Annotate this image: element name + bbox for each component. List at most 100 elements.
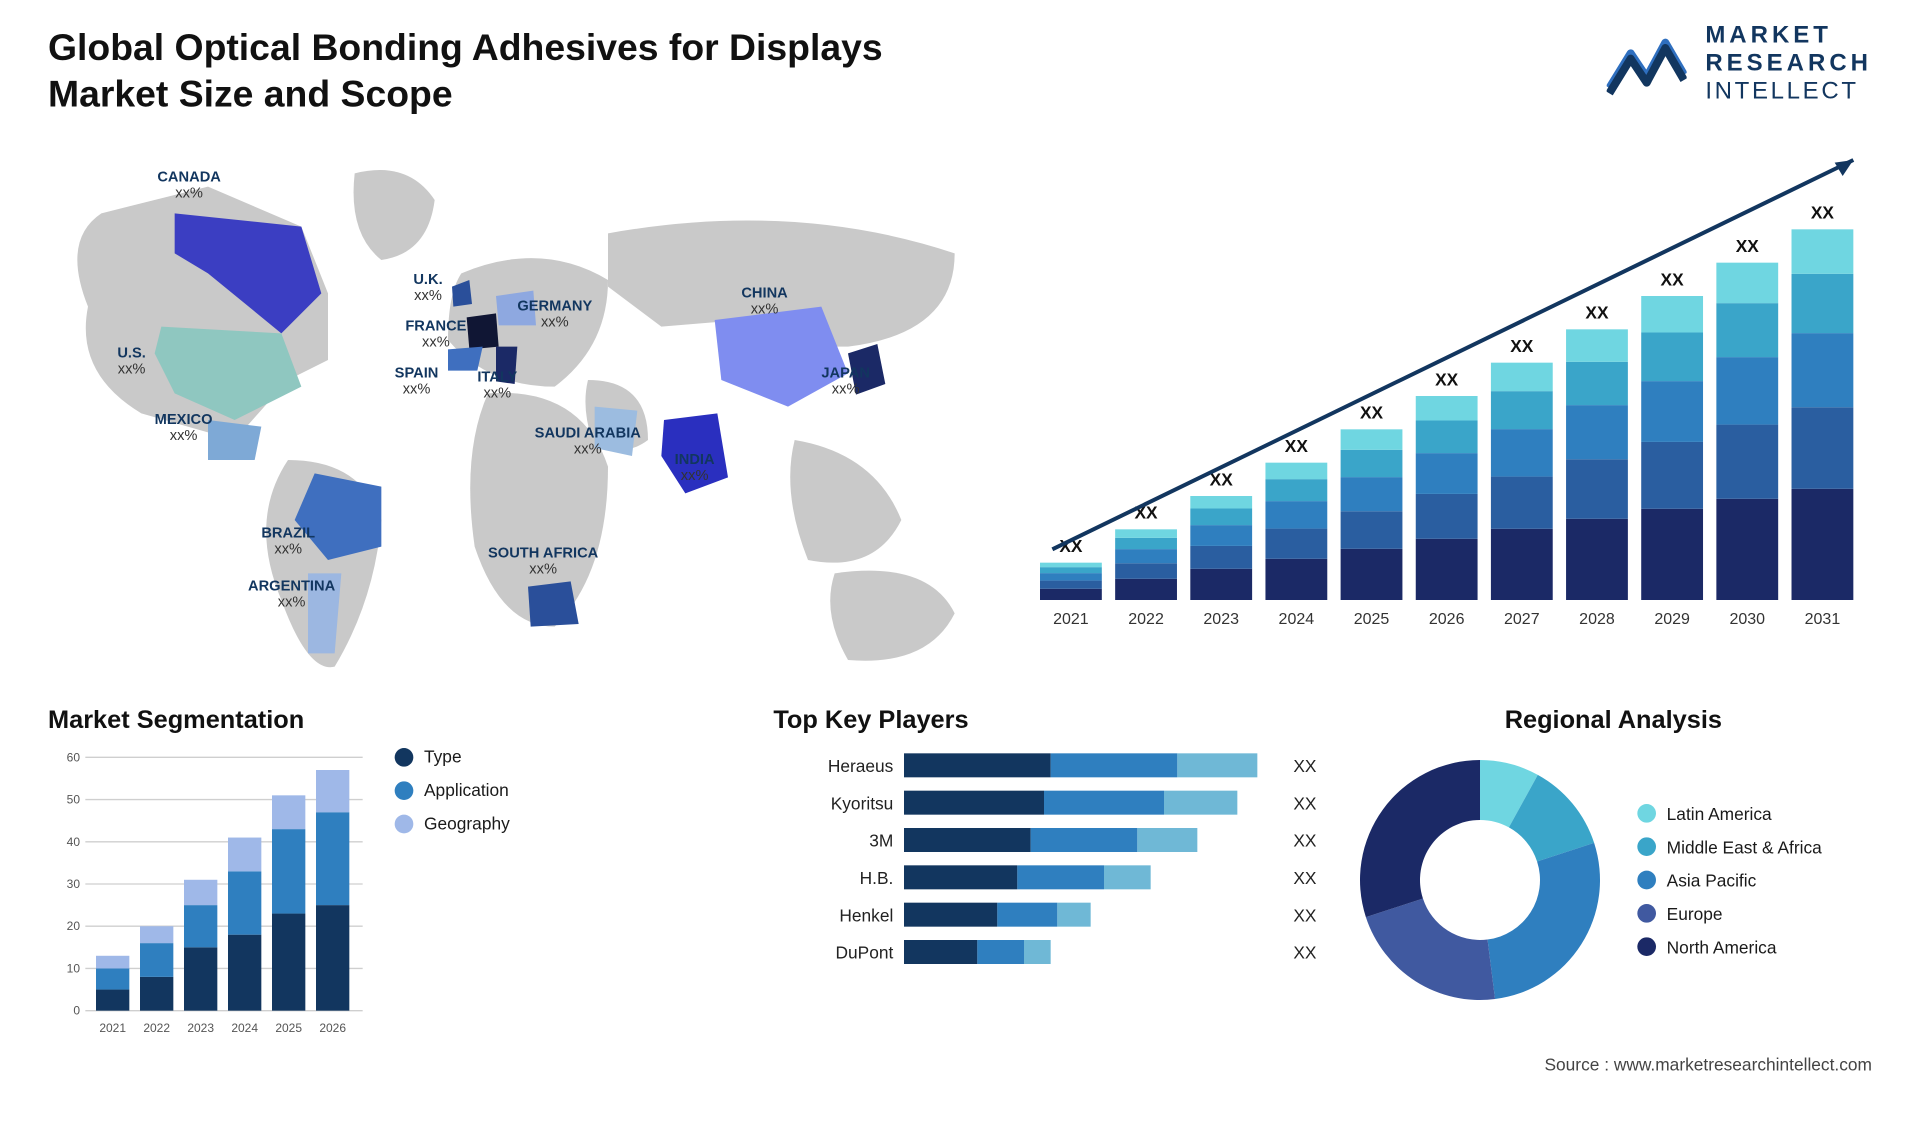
player-bar-segment (1017, 865, 1104, 889)
player-bar-segment (1164, 791, 1237, 815)
player-bar-segment (1104, 865, 1151, 889)
legend-label: Geography (424, 813, 510, 833)
map-label-china: CHINAxx% (741, 287, 787, 318)
svg-text:XX: XX (1811, 203, 1835, 223)
svg-text:XX: XX (1435, 369, 1459, 389)
svg-text:2022: 2022 (143, 1021, 170, 1035)
player-name: 3M (773, 830, 893, 850)
legend-label: Middle East & Africa (1667, 837, 1822, 857)
player-bar-segment (1044, 791, 1164, 815)
segmentation-title: Market Segmentation (48, 707, 621, 736)
player-bar-segment (904, 828, 1031, 852)
map-label-saudi-arabia: SAUDI ARABIAxx% (535, 427, 641, 458)
svg-text:XX: XX (1360, 403, 1384, 423)
segmentation-chart: 0102030405060202120222023202420252026 (48, 747, 368, 1040)
svg-text:XX: XX (1510, 336, 1534, 356)
svg-text:XX: XX (1661, 269, 1685, 289)
regional-legend-item: Asia Pacific (1637, 870, 1821, 890)
player-bar (904, 903, 1091, 927)
svg-text:60: 60 (67, 750, 81, 764)
svg-text:2031: 2031 (1805, 611, 1841, 628)
regional-legend-item: Europe (1637, 903, 1821, 923)
player-value: XX (1293, 867, 1333, 887)
legend-swatch (1637, 804, 1656, 823)
map-label-italy: ITALYxx% (477, 371, 517, 402)
svg-text:XX: XX (1585, 303, 1609, 323)
player-value: XX (1293, 942, 1333, 962)
player-bar (904, 828, 1197, 852)
svg-text:2023: 2023 (1203, 611, 1239, 628)
segmentation-section: Market Segmentation 01020304050602021202… (48, 707, 621, 1067)
player-bar-segment (1177, 753, 1257, 777)
player-bar-segment (1024, 940, 1051, 964)
player-row: Kyoritsu XX (773, 784, 1333, 821)
legend-swatch (1637, 937, 1656, 956)
svg-text:2024: 2024 (1279, 611, 1315, 628)
svg-text:2027: 2027 (1504, 611, 1540, 628)
legend-swatch (395, 781, 414, 800)
regional-legend-item: Middle East & Africa (1637, 837, 1821, 857)
svg-text:2024: 2024 (231, 1021, 258, 1035)
world-map: CANADAxx%U.S.xx%MEXICOxx%BRAZILxx%ARGENT… (48, 147, 981, 687)
svg-text:2025: 2025 (275, 1021, 302, 1035)
player-row: Heraeus XX (773, 747, 1333, 784)
segmentation-legend-item: Application (395, 780, 510, 800)
player-name: Kyoritsu (773, 793, 893, 813)
map-label-south-africa: SOUTH AFRICAxx% (488, 547, 598, 578)
source-caption: Source : www.marketresearchintellect.com (1544, 1055, 1872, 1075)
player-row: DuPont XX (773, 933, 1333, 970)
player-bar-segment (904, 903, 997, 927)
regional-donut-chart (1347, 747, 1614, 1014)
player-bar-segment (904, 791, 1044, 815)
svg-text:20: 20 (67, 919, 81, 933)
svg-text:30: 30 (67, 877, 81, 891)
regional-title: Regional Analysis (1347, 707, 1880, 736)
player-name: H.B. (773, 867, 893, 887)
player-value: XX (1293, 793, 1333, 813)
player-name: DuPont (773, 942, 893, 962)
segmentation-legend: TypeApplicationGeography (395, 747, 510, 834)
map-label-brazil: BRAZILxx% (261, 527, 315, 558)
logo-line2: RESEARCH (1705, 49, 1872, 77)
player-row: HenkelXX (773, 896, 1333, 933)
player-bar-segment (1031, 828, 1138, 852)
svg-text:2026: 2026 (319, 1021, 346, 1035)
regional-legend-item: North America (1637, 937, 1821, 957)
player-value: XX (1293, 755, 1333, 775)
page-title: Global Optical Bonding Adhesives for Dis… (48, 24, 981, 117)
svg-text:2030: 2030 (1729, 611, 1765, 628)
svg-text:50: 50 (67, 793, 81, 807)
svg-text:2029: 2029 (1654, 611, 1690, 628)
map-label-japan: JAPANxx% (821, 367, 870, 398)
svg-text:2025: 2025 (1354, 611, 1390, 628)
legend-label: North America (1667, 937, 1777, 957)
logo-icon (1607, 26, 1687, 101)
player-bar-segment (1137, 828, 1197, 852)
legend-label: Application (424, 780, 509, 800)
legend-swatch (395, 747, 414, 766)
svg-text:40: 40 (67, 835, 81, 849)
svg-text:2021: 2021 (1053, 611, 1089, 628)
player-value: XX (1293, 905, 1333, 925)
svg-text:2028: 2028 (1579, 611, 1615, 628)
svg-text:2021: 2021 (99, 1021, 126, 1035)
player-bar-segment (1057, 903, 1090, 927)
player-value: XX (1293, 830, 1333, 850)
player-bar (904, 865, 1151, 889)
legend-swatch (1637, 837, 1656, 856)
svg-text:XX: XX (1285, 436, 1309, 456)
player-row: 3M XX (773, 821, 1333, 858)
player-row: H.B. XX (773, 859, 1333, 896)
players-chart: HeraeusXXKyoritsuXX3MXXH.B.XXHenkelXXDuP… (773, 747, 1333, 971)
map-label-spain: SPAINxx% (395, 367, 439, 398)
map-label-germany: GERMANYxx% (517, 300, 592, 331)
legend-swatch (1637, 904, 1656, 923)
svg-text:10: 10 (67, 961, 81, 975)
svg-text:2026: 2026 (1429, 611, 1465, 628)
regional-legend: Latin AmericaMiddle East & AfricaAsia Pa… (1637, 803, 1821, 956)
legend-swatch (395, 814, 414, 833)
player-bar (904, 940, 1051, 964)
player-name: Heraeus (773, 755, 893, 775)
svg-text:XX: XX (1736, 236, 1760, 256)
legend-label: Europe (1667, 903, 1723, 923)
